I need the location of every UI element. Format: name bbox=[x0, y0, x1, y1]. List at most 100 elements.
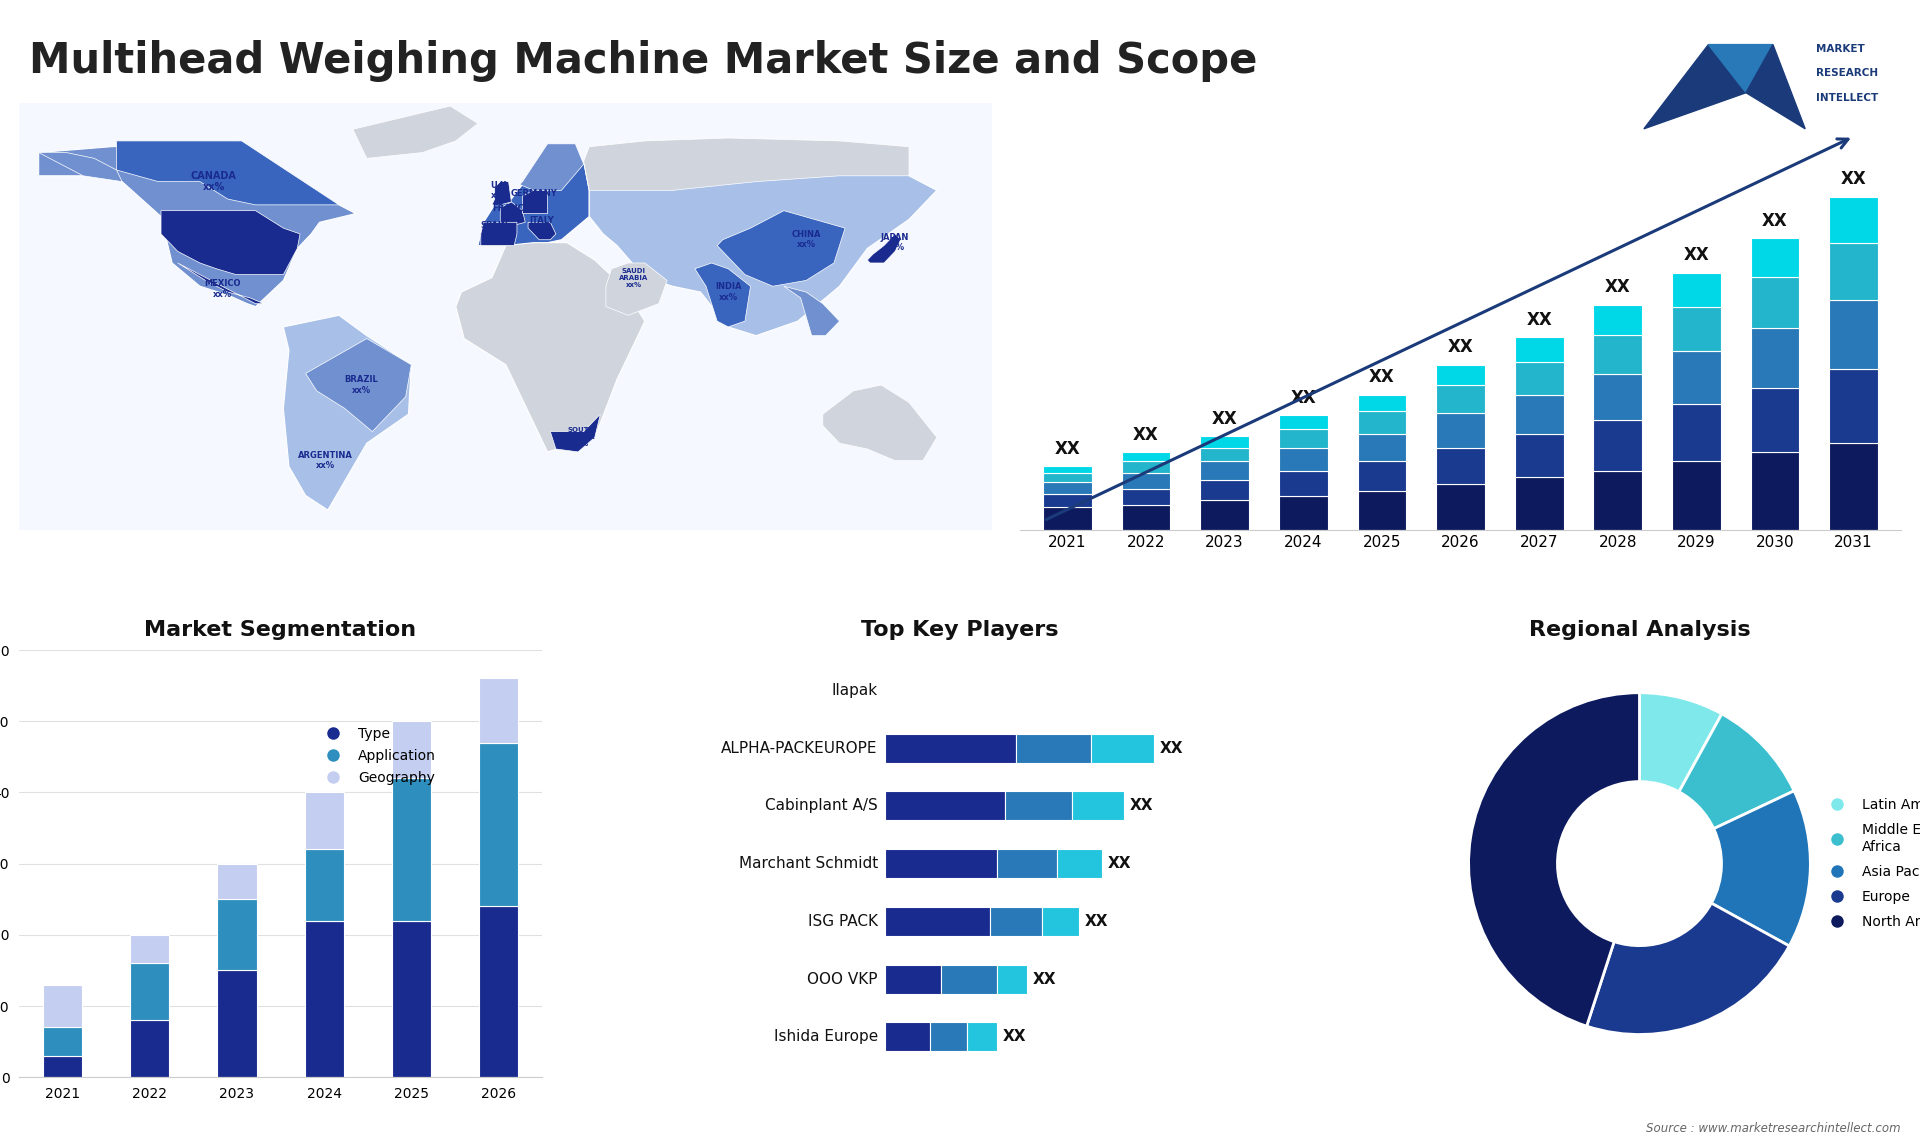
Polygon shape bbox=[528, 222, 557, 240]
Wedge shape bbox=[1711, 791, 1811, 945]
Text: XX: XX bbox=[1002, 1029, 1027, 1044]
Bar bbox=[1830, 197, 1878, 243]
Bar bbox=[217, 900, 257, 971]
Bar bbox=[1751, 238, 1799, 277]
Bar bbox=[1043, 466, 1092, 473]
Text: FRANCE
xx%: FRANCE xx% bbox=[493, 204, 530, 223]
Bar bbox=[1016, 733, 1091, 762]
Polygon shape bbox=[868, 234, 900, 262]
Text: ALPHA-PACKEUROPE: ALPHA-PACKEUROPE bbox=[722, 740, 877, 755]
Text: XX: XX bbox=[1448, 338, 1473, 356]
Text: XX: XX bbox=[1033, 972, 1056, 987]
Bar bbox=[1594, 335, 1642, 374]
Bar bbox=[1279, 415, 1327, 429]
Polygon shape bbox=[718, 211, 845, 286]
Polygon shape bbox=[38, 152, 123, 181]
Bar bbox=[991, 906, 1043, 936]
Bar bbox=[1436, 364, 1484, 385]
Bar bbox=[131, 935, 169, 964]
Bar bbox=[305, 920, 344, 1077]
Text: BRAZIL
xx%: BRAZIL xx% bbox=[344, 376, 378, 394]
Polygon shape bbox=[161, 211, 300, 275]
Bar bbox=[217, 864, 257, 900]
Text: XX: XX bbox=[1054, 440, 1081, 457]
Text: XX: XX bbox=[1133, 426, 1160, 444]
Text: XX: XX bbox=[1841, 171, 1866, 188]
Wedge shape bbox=[1640, 692, 1722, 792]
Bar bbox=[1058, 849, 1102, 878]
Text: SAUDI
ARABIA
xx%: SAUDI ARABIA xx% bbox=[618, 267, 649, 288]
Bar bbox=[1200, 447, 1250, 462]
Bar bbox=[968, 1022, 996, 1051]
Bar bbox=[941, 965, 996, 994]
Bar bbox=[1043, 482, 1092, 494]
Bar bbox=[1121, 489, 1171, 505]
Bar bbox=[1515, 478, 1563, 531]
Text: Cabinplant A/S: Cabinplant A/S bbox=[764, 799, 877, 814]
Text: Ilapak: Ilapak bbox=[831, 683, 877, 698]
Wedge shape bbox=[1678, 714, 1793, 829]
Bar bbox=[1672, 462, 1720, 531]
Polygon shape bbox=[607, 262, 666, 315]
Bar bbox=[1515, 433, 1563, 478]
Text: ITALY
xx%: ITALY xx% bbox=[530, 215, 555, 235]
Text: XX: XX bbox=[1085, 913, 1108, 929]
Bar bbox=[1830, 243, 1878, 300]
Bar bbox=[1515, 337, 1563, 362]
Text: CHINA
xx%: CHINA xx% bbox=[791, 230, 822, 250]
Bar bbox=[42, 1028, 83, 1055]
Bar bbox=[885, 965, 941, 994]
Polygon shape bbox=[455, 243, 645, 452]
Bar bbox=[1751, 328, 1799, 387]
Text: XX: XX bbox=[1605, 278, 1630, 297]
Bar bbox=[1357, 492, 1405, 531]
Bar bbox=[1279, 429, 1327, 447]
Title: Top Key Players: Top Key Players bbox=[862, 620, 1058, 641]
Title: Regional Analysis: Regional Analysis bbox=[1528, 620, 1751, 641]
Bar bbox=[392, 920, 430, 1077]
Bar bbox=[1357, 462, 1405, 492]
Wedge shape bbox=[1586, 903, 1789, 1035]
Bar bbox=[1200, 435, 1250, 447]
Text: MARKET: MARKET bbox=[1816, 45, 1864, 54]
Bar bbox=[1751, 387, 1799, 453]
Title: Market Segmentation: Market Segmentation bbox=[144, 620, 417, 641]
Bar bbox=[1594, 471, 1642, 531]
Polygon shape bbox=[117, 141, 340, 205]
Bar bbox=[1515, 394, 1563, 433]
Text: JAPAN
xx%: JAPAN xx% bbox=[881, 233, 910, 252]
Text: U.S.
xx%: U.S. xx% bbox=[223, 223, 244, 245]
Text: Source : www.marketresearchintellect.com: Source : www.marketresearchintellect.com bbox=[1645, 1122, 1901, 1135]
Bar bbox=[1751, 277, 1799, 328]
Bar bbox=[478, 743, 518, 906]
Bar bbox=[478, 678, 518, 743]
Text: OOO VKP: OOO VKP bbox=[808, 972, 877, 987]
Bar bbox=[217, 971, 257, 1077]
Bar bbox=[1004, 792, 1071, 821]
Bar bbox=[1279, 471, 1327, 496]
Bar bbox=[885, 733, 1016, 762]
Text: XX: XX bbox=[1369, 368, 1394, 386]
Polygon shape bbox=[353, 107, 478, 158]
Bar bbox=[305, 849, 344, 920]
Polygon shape bbox=[1745, 45, 1805, 128]
Bar bbox=[1436, 413, 1484, 447]
Polygon shape bbox=[480, 222, 516, 245]
Bar bbox=[885, 792, 1004, 821]
Polygon shape bbox=[584, 138, 937, 336]
Text: MEXICO
xx%: MEXICO xx% bbox=[204, 280, 240, 299]
Bar bbox=[42, 1055, 83, 1077]
Bar bbox=[392, 778, 430, 920]
Bar bbox=[1043, 906, 1079, 936]
Polygon shape bbox=[478, 147, 589, 245]
Bar bbox=[1091, 733, 1154, 762]
Bar bbox=[1200, 462, 1250, 480]
Bar bbox=[1830, 300, 1878, 369]
Polygon shape bbox=[179, 262, 263, 304]
Bar bbox=[1043, 473, 1092, 482]
Bar bbox=[1357, 433, 1405, 462]
Bar bbox=[478, 906, 518, 1077]
Text: INDIA
xx%: INDIA xx% bbox=[714, 282, 741, 301]
Polygon shape bbox=[551, 414, 601, 452]
Bar bbox=[305, 792, 344, 849]
